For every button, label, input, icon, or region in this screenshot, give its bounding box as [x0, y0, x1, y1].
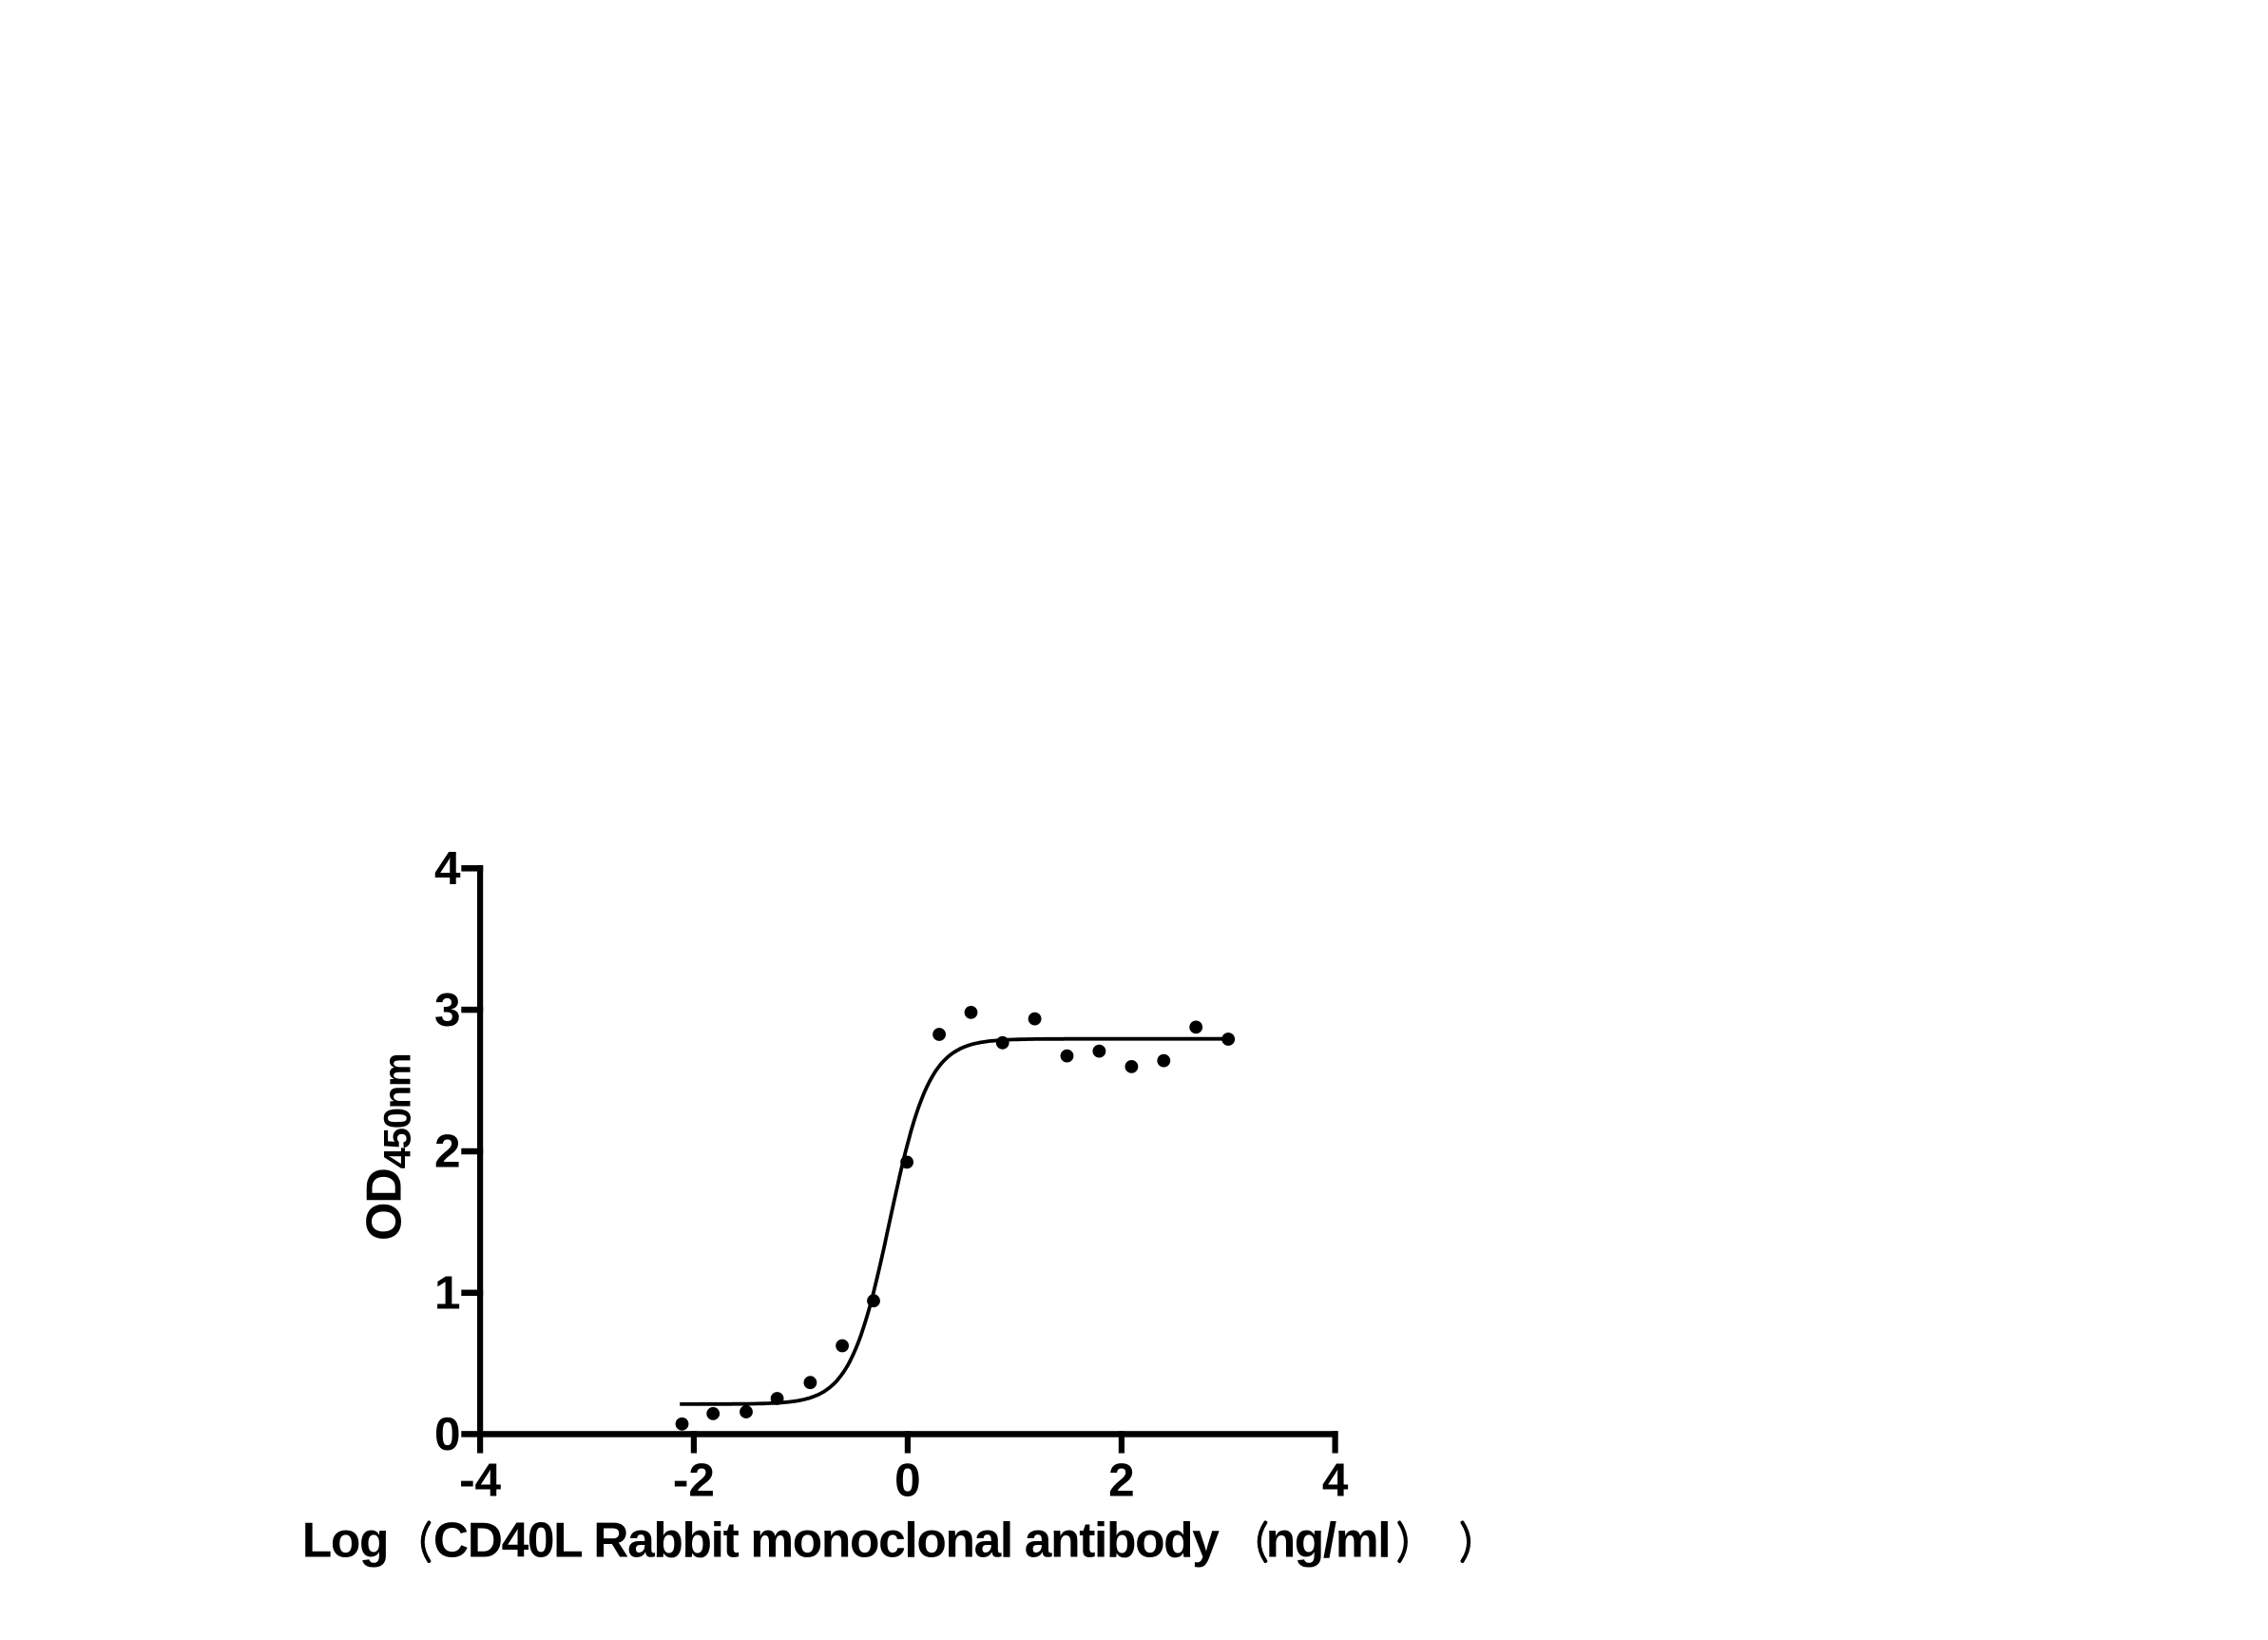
- svg-text:2: 2: [434, 1126, 461, 1178]
- svg-text:-4: -4: [459, 1455, 501, 1507]
- svg-text:-2: -2: [673, 1455, 715, 1507]
- svg-text:0: 0: [894, 1455, 921, 1507]
- svg-text:4: 4: [434, 842, 461, 895]
- svg-text:ng/ml: ng/ml: [1266, 1513, 1391, 1568]
- svg-text:3: 3: [434, 984, 461, 1036]
- svg-text:1: 1: [434, 1267, 461, 1320]
- svg-text:0: 0: [434, 1408, 461, 1460]
- svg-text:CD40L Rabbit monoclonal antibo: CD40L Rabbit monoclonal antibody: [433, 1513, 1220, 1568]
- svg-text:4: 4: [1322, 1455, 1349, 1507]
- svg-text:2: 2: [1108, 1455, 1135, 1507]
- svg-text:Log: Log: [302, 1513, 388, 1568]
